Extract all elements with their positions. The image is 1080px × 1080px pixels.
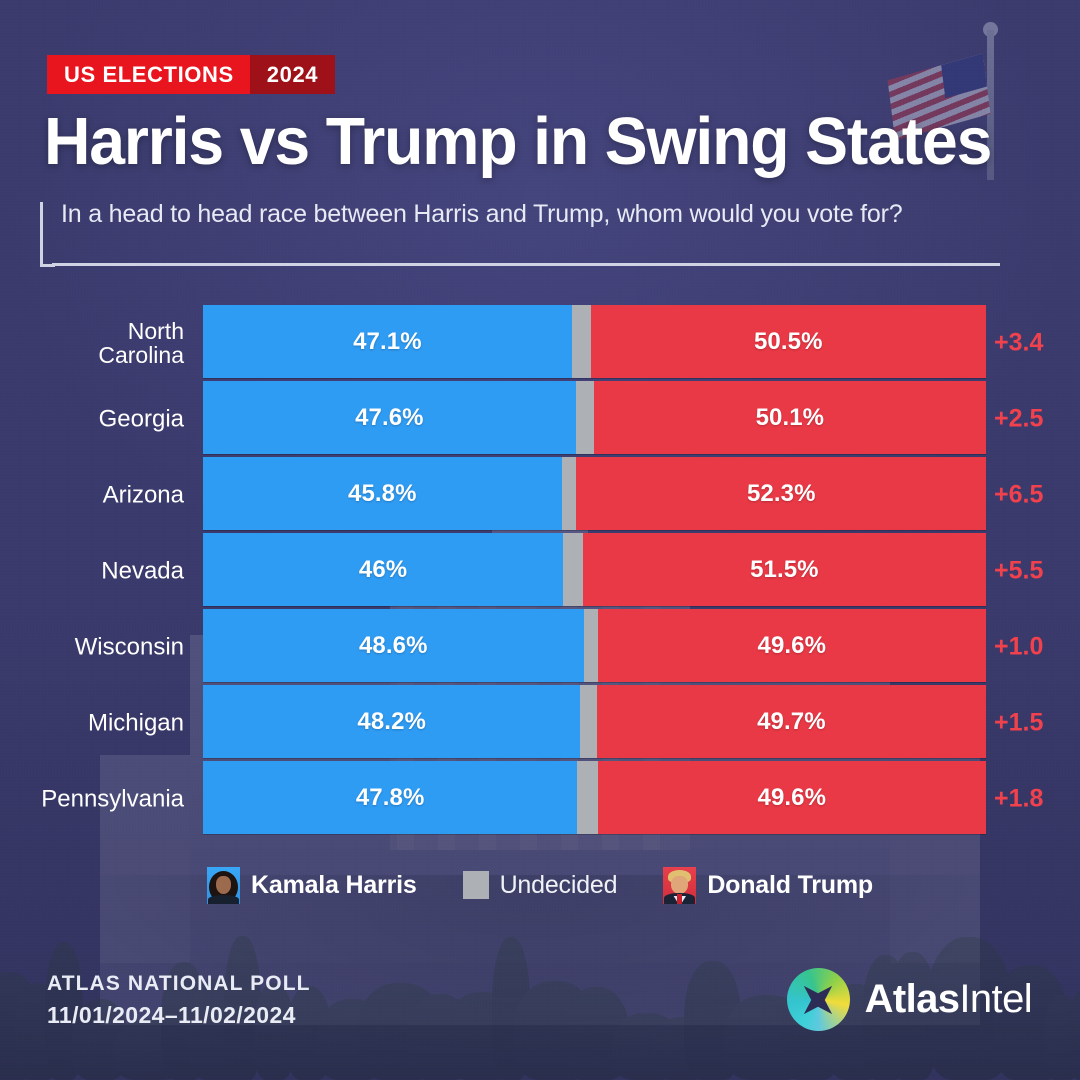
atlasintel-wordmark: AtlasIntel xyxy=(864,977,1033,1022)
legend-item-trump[interactable]: Donald Trump xyxy=(663,866,873,904)
undecided-bar-segment xyxy=(577,761,598,834)
legend-label-harris: Kamala Harris xyxy=(251,870,417,899)
state-label: Arizona xyxy=(0,482,184,507)
state-label: North Carolina xyxy=(0,319,184,367)
state-label: Nevada xyxy=(0,558,184,583)
harris-bar-segment: 47.1% xyxy=(203,305,572,378)
swing-state-bar-chart: North Carolina 47.1% 50.5% +3.4 Georgia 47.6% 5… xyxy=(0,305,1080,837)
us-elections-badge: US ELECTIONS 2024 xyxy=(47,55,336,94)
undecided-bar-segment xyxy=(563,533,583,606)
poll-dates: 11/01/2024–11/02/2024 xyxy=(47,1002,296,1028)
trump-bar-segment: 51.5% xyxy=(582,533,986,606)
harris-bar-segment: 45.8% xyxy=(203,457,562,530)
chart-row: Georgia 47.6% 50.1% +2.5 xyxy=(0,381,1080,457)
state-label-line: Georgia xyxy=(98,405,184,433)
state-label: Michigan xyxy=(0,710,184,735)
badge-main-label: US ELECTIONS xyxy=(47,55,250,94)
state-label: Pennsylvania xyxy=(0,786,184,811)
undecided-bar-segment xyxy=(583,609,598,682)
state-label-line: Michigan xyxy=(87,709,184,737)
trump-bar-segment: 49.6% xyxy=(597,609,986,682)
undecided-bar-segment xyxy=(561,457,577,530)
legend-item-harris[interactable]: Kamala Harris xyxy=(207,866,417,904)
chart-row: Michigan 48.2% 49.7% +1.5 xyxy=(0,685,1080,761)
state-label-line: Pennsylvania xyxy=(41,785,184,813)
trump-bar-segment: 49.7% xyxy=(596,685,986,758)
chart-legend: Kamala Harris Undecided Donald Trump xyxy=(0,862,1080,908)
undecided-bar-segment xyxy=(571,305,591,378)
trump-bar-segment: 50.5% xyxy=(590,305,986,378)
state-label-line: North xyxy=(127,317,184,344)
margin-label: +2.5 xyxy=(994,404,1044,433)
stacked-bar: 47.8% 49.6% xyxy=(203,761,986,834)
brand-name-light: Intel xyxy=(959,977,1032,1021)
stacked-bar: 48.2% 49.7% xyxy=(203,685,986,758)
legend-item-undecided[interactable]: Undecided xyxy=(462,870,618,900)
stacked-bar: 46% 51.5% xyxy=(203,533,986,606)
undecided-bar-segment xyxy=(580,685,597,758)
stacked-bar: 47.1% 50.5% xyxy=(203,305,986,378)
state-label-line: Arizona xyxy=(102,481,184,509)
subtitle-text: In a head to head race between Harris an… xyxy=(61,200,903,228)
us-flag-backdrop xyxy=(887,22,1022,180)
poll-source-block: ATLAS NATIONAL POLL 11/01/2024–11/02/202… xyxy=(47,972,311,1029)
margin-label: +1.0 xyxy=(994,632,1044,661)
badge-year-label: 2024 xyxy=(249,55,336,94)
harris-bar-segment: 46% xyxy=(203,533,564,606)
subtitle-rule xyxy=(52,263,1000,266)
undecided-swatch-icon xyxy=(462,871,489,899)
subtitle-block: In a head to head race between Harris an… xyxy=(40,200,1000,267)
trump-bar-segment: 52.3% xyxy=(576,457,986,530)
chart-row: Arizona 45.8% 52.3% +6.5 xyxy=(0,457,1080,533)
stacked-bar: 48.6% 49.6% xyxy=(203,609,986,682)
trump-bar-segment: 49.6% xyxy=(597,761,986,834)
stacked-bar: 47.6% 50.1% xyxy=(203,381,986,454)
atlasintel-mark-icon xyxy=(786,968,850,1031)
kamala-harris-portrait-icon xyxy=(207,866,241,904)
stacked-bar: 45.8% 52.3% xyxy=(203,457,986,530)
margin-label: +6.5 xyxy=(994,480,1044,509)
donald-trump-portrait-icon xyxy=(663,866,697,904)
undecided-bar-segment xyxy=(575,381,594,454)
chart-row: Wisconsin 48.6% 49.6% +1.0 xyxy=(0,609,1080,685)
poll-name: ATLAS NATIONAL POLL xyxy=(47,972,311,995)
chart-row: Pennsylvania 47.8% 49.6% +1.8 xyxy=(0,761,1080,837)
legend-label-trump: Donald Trump xyxy=(707,870,873,899)
harris-bar-segment: 47.8% xyxy=(203,761,578,834)
state-label-line: Nevada xyxy=(101,557,184,585)
harris-bar-segment: 48.6% xyxy=(203,609,584,682)
harris-bar-segment: 48.2% xyxy=(203,685,581,758)
margin-label: +1.5 xyxy=(994,708,1044,737)
margin-label: +1.8 xyxy=(994,784,1044,813)
state-label: Wisconsin xyxy=(0,634,184,659)
legend-label-undecided: Undecided xyxy=(499,870,618,899)
trump-bar-segment: 50.1% xyxy=(593,381,986,454)
state-label: Georgia xyxy=(0,406,184,431)
tree-line-backdrop xyxy=(0,900,1080,1080)
atlasintel-logo[interactable]: AtlasIntel xyxy=(786,968,1033,1031)
chart-row: North Carolina 47.1% 50.5% +3.4 xyxy=(0,305,1080,381)
state-label-line: Wisconsin xyxy=(74,633,184,661)
harris-bar-segment: 47.6% xyxy=(203,381,576,454)
brand-name-bold: Atlas xyxy=(864,977,960,1021)
chart-row: Nevada 46% 51.5% +5.5 xyxy=(0,533,1080,609)
margin-label: +3.4 xyxy=(994,328,1044,357)
page-title: Harris vs Trump in Swing States xyxy=(44,104,992,179)
subtitle-bracket xyxy=(40,202,55,267)
state-label-line: Carolina xyxy=(98,342,184,368)
margin-label: +5.5 xyxy=(994,556,1044,585)
